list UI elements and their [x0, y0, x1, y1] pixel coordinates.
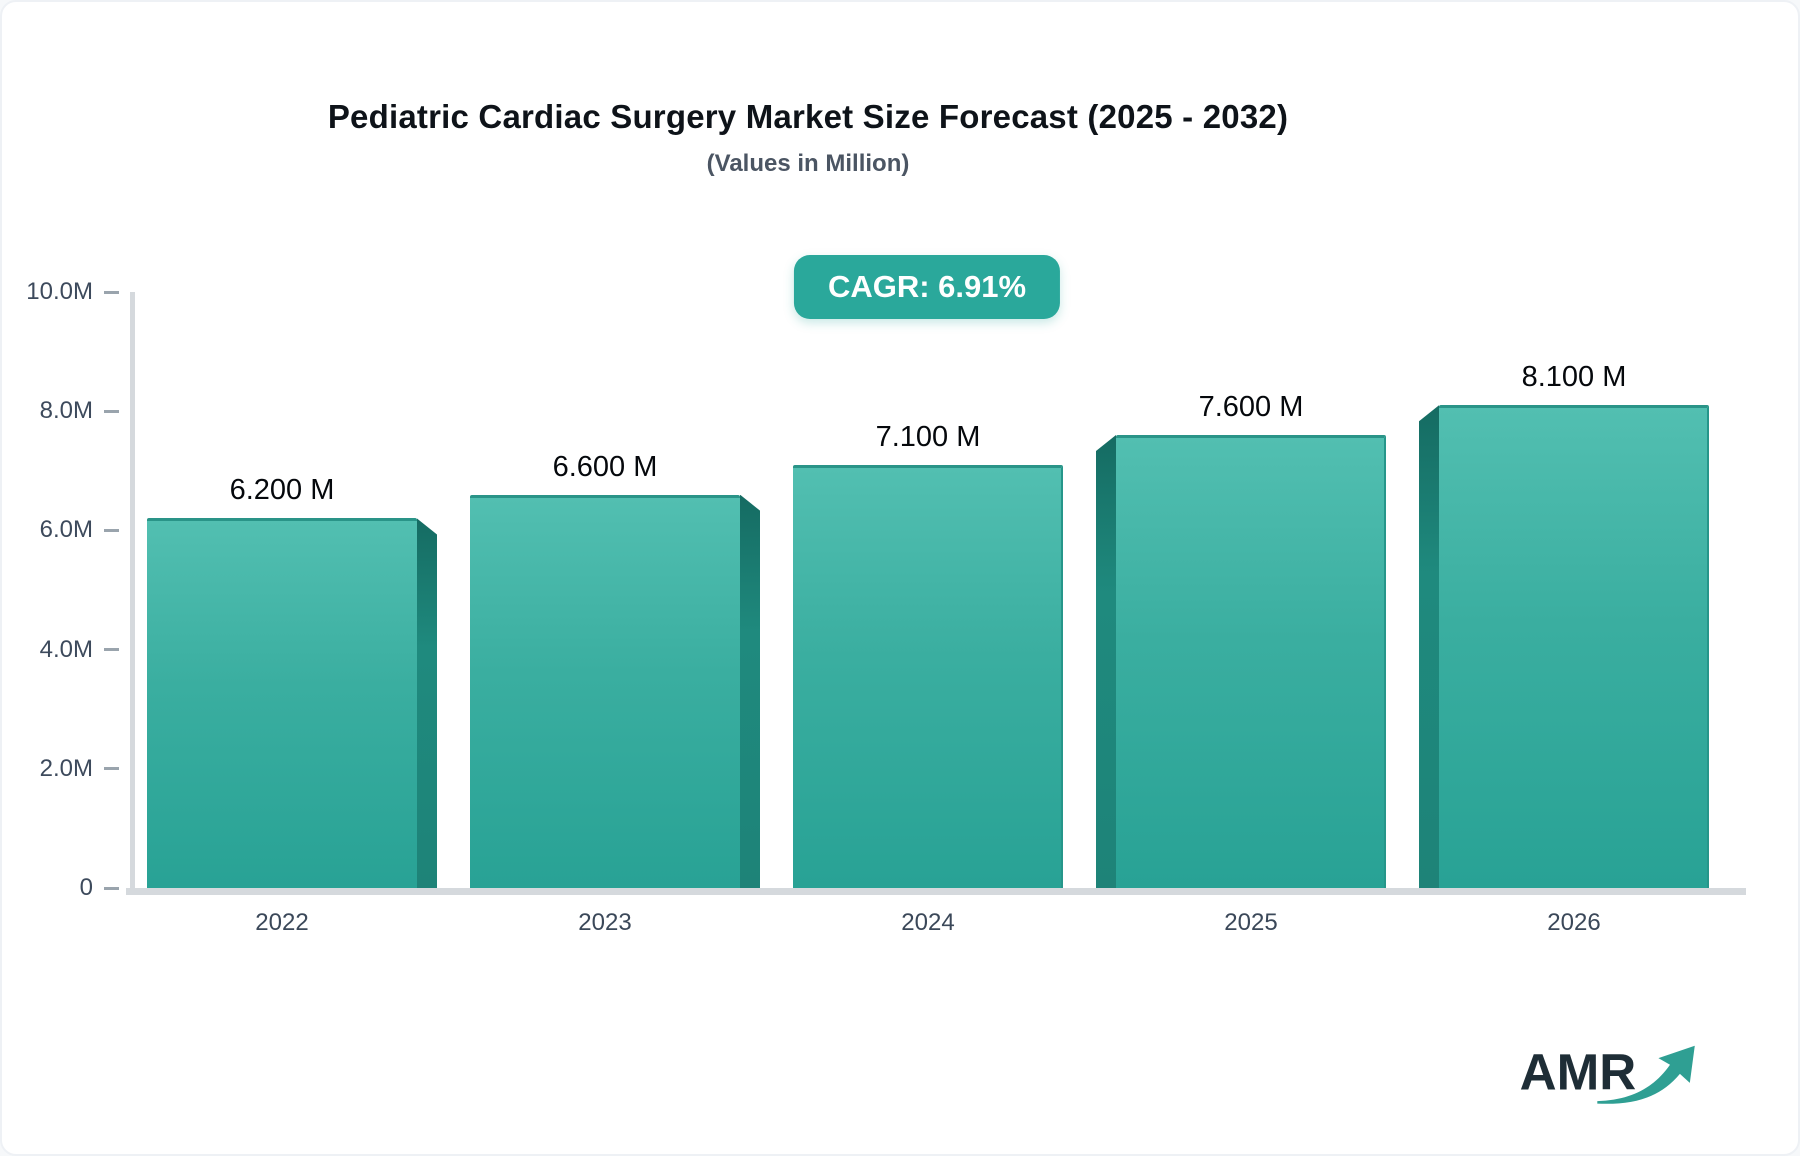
y-tick-dash [104, 528, 119, 532]
y-tick-label: 10.0M [26, 278, 93, 305]
bar-2026-side-face [1419, 405, 1439, 888]
bar-2025 [1116, 435, 1386, 888]
logo-text: AMR [1520, 1044, 1637, 1101]
chart-title: Pediatric Cardiac Surgery Market Size Fo… [327, 98, 1289, 135]
bar-2022 [147, 518, 417, 888]
x-tick-label: 2026 [1547, 909, 1601, 936]
bar-2023-side-face [740, 494, 760, 888]
chart-subtitle: (Values in Million) [706, 150, 910, 177]
x-tick-label: 2023 [578, 909, 632, 936]
bar-value-label: 6.200 M [229, 474, 335, 507]
cagr-badge: CAGR: 6.91% [793, 255, 1061, 319]
y-tick-label: 0 [79, 874, 93, 901]
growth-arrow-icon [1597, 1045, 1695, 1104]
y-tick-label: 4.0M [39, 635, 93, 663]
y-axis-line [130, 292, 135, 891]
amr-logo: AMR [1520, 1044, 1695, 1104]
y-tick-label: 8.0M [39, 397, 93, 425]
bar-value-label: 6.600 M [552, 450, 658, 483]
y-tick-label: 6.0M [39, 516, 93, 544]
bar-2022-side-face [417, 518, 437, 888]
bar-value-label: 7.100 M [875, 420, 981, 453]
bar-2024 [793, 464, 1063, 888]
y-tick-dash [104, 767, 119, 771]
y-tick-dash [104, 886, 119, 890]
bar-value-label: 7.600 M [1198, 391, 1304, 424]
y-tick-dash [104, 409, 119, 413]
y-tick-label: 2.0M [39, 754, 93, 782]
x-tick-label: 2024 [901, 909, 955, 936]
x-tick-label: 2025 [1224, 909, 1278, 936]
y-tick-dash [104, 648, 119, 652]
bar-value-label: 8.100 M [1521, 361, 1627, 394]
y-tick-dash [104, 290, 119, 294]
bar-2025-side-face [1096, 435, 1116, 888]
x-axis-baseline [126, 888, 1746, 895]
bar-2026 [1439, 405, 1709, 888]
x-tick-label: 2022 [255, 909, 309, 936]
plot-area: 10.0M 8.0M 6.0M 4.0M 2.0M 0 6.200 M 2022 6.600 M… [26, 278, 1746, 936]
bar-2023 [470, 494, 740, 888]
